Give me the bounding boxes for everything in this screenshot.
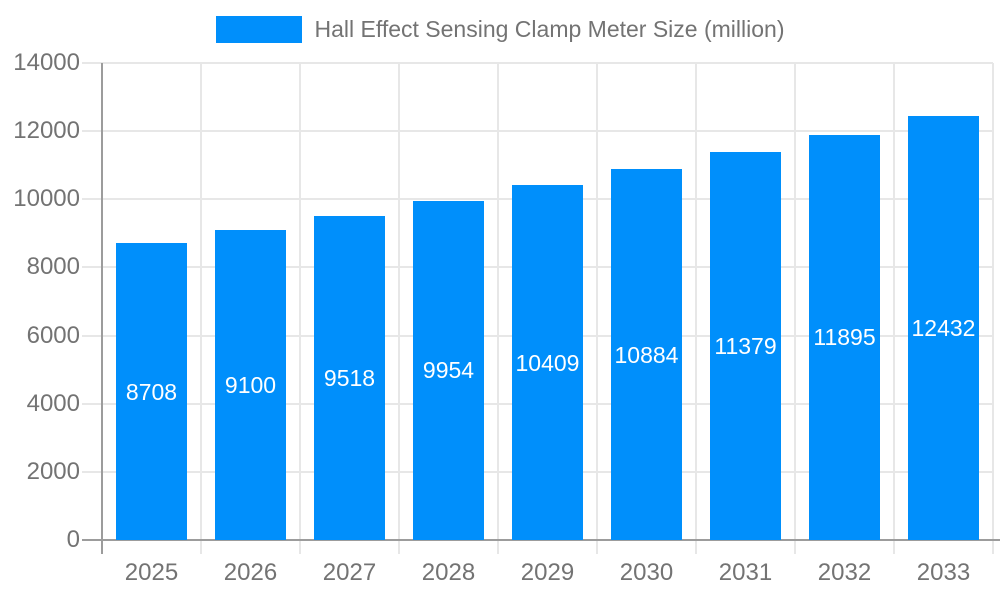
bar-2025	[116, 243, 187, 540]
x-axis-label: 2031	[718, 559, 773, 586]
bar-value-label: 11895	[813, 324, 876, 351]
legend-swatch	[215, 16, 302, 43]
x-axis-label: 2033	[916, 559, 971, 586]
bar-value-label: 9954	[422, 357, 475, 384]
bar-2031	[710, 152, 781, 540]
gridline-v	[893, 63, 895, 554]
x-axis-label: 2030	[619, 559, 674, 586]
bar-value-label: 9100	[224, 371, 277, 398]
bar-value-label: 10409	[515, 349, 580, 376]
x-axis-label: 2032	[817, 559, 872, 586]
x-axis-label: 2026	[223, 559, 278, 586]
bar-value-label: 8708	[125, 378, 178, 405]
legend-label: Hall Effect Sensing Clamp Meter Size (mi…	[314, 16, 785, 42]
x-axis-label: 2027	[322, 559, 377, 586]
y-axis-label: 2000	[26, 457, 80, 485]
x-axis-label: 2028	[421, 559, 476, 586]
x-axis-label: 2025	[124, 559, 179, 586]
gridline-v	[200, 63, 202, 554]
gridline-v	[695, 63, 697, 554]
gridline-v	[794, 63, 796, 554]
gridline-v	[299, 63, 301, 554]
bar-value-label: 11379	[714, 333, 777, 360]
gridline-v	[992, 63, 994, 554]
gridline-h	[82, 62, 993, 64]
gridline-v	[398, 63, 400, 554]
bar-value-label: 12432	[911, 315, 976, 342]
bar-value-label: 9518	[323, 364, 376, 391]
gridline-v	[497, 63, 499, 554]
bar-2033	[908, 116, 979, 540]
gridline-v	[596, 63, 598, 554]
bar-2027	[314, 215, 385, 540]
y-axis-label: 6000	[26, 321, 80, 349]
y-axis-label: 0	[66, 526, 80, 553]
y-axis-line	[101, 63, 103, 554]
bar-2028	[413, 200, 484, 540]
chart-legend[interactable]: Hall Effect Sensing Clamp Meter Size (mi…	[0, 16, 1000, 43]
bar-2026	[215, 229, 286, 540]
x-axis-label: 2029	[520, 559, 575, 586]
bar-value-label: 10884	[614, 341, 679, 368]
gridline-h	[82, 130, 993, 133]
y-axis-label: 12000	[13, 117, 80, 145]
x-axis-line	[82, 539, 1000, 541]
bar-2030	[611, 169, 682, 540]
y-axis-label: 4000	[26, 389, 80, 417]
y-axis-label: 14000	[13, 49, 80, 76]
bar-2032	[809, 134, 880, 540]
y-axis-label: 10000	[13, 185, 80, 213]
y-axis-label: 8000	[26, 253, 80, 281]
bar-2029	[512, 185, 583, 540]
